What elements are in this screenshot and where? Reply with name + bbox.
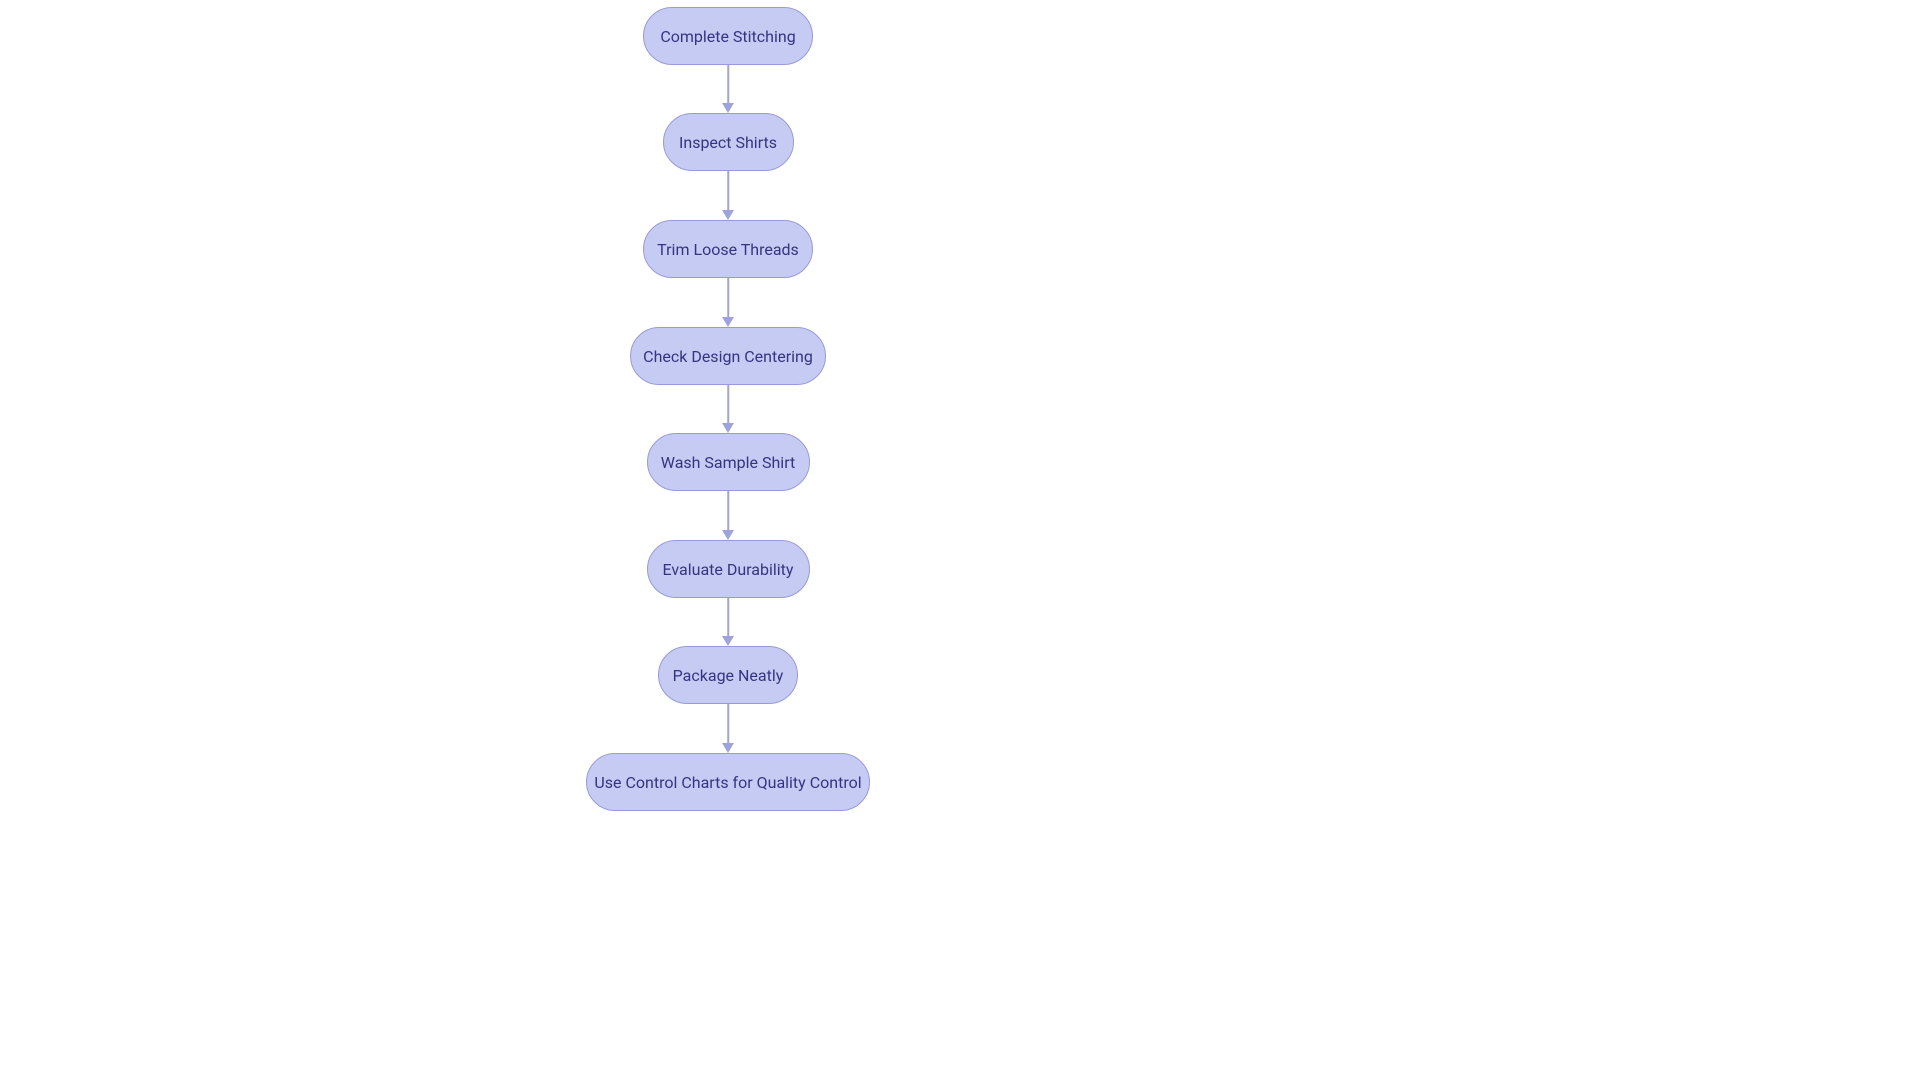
flowchart-node: Use Control Charts for Quality Control	[586, 753, 870, 811]
flowchart-container: Complete Stitching Inspect Shirts Trim Loo…	[0, 0, 1920, 1083]
flowchart-arrowhead	[722, 210, 734, 220]
flowchart-node-label: Evaluate Durability	[663, 560, 794, 579]
flowchart-node: Evaluate Durability	[647, 540, 810, 598]
flowchart-node: Inspect Shirts	[663, 113, 794, 171]
flowchart-arrowhead	[722, 530, 734, 540]
flowchart-edge	[727, 491, 729, 532]
flowchart-node-label: Trim Loose Threads	[657, 240, 799, 259]
flowchart-edge	[727, 278, 729, 319]
flowchart-edge	[727, 171, 729, 212]
flowchart-arrowhead	[722, 423, 734, 433]
flowchart-edge	[727, 65, 729, 105]
flowchart-node: Wash Sample Shirt	[647, 433, 810, 491]
flowchart-node-label: Check Design Centering	[643, 347, 813, 366]
flowchart-node: Complete Stitching	[643, 7, 813, 65]
flowchart-node: Check Design Centering	[630, 327, 826, 385]
flowchart-node-label: Inspect Shirts	[679, 133, 777, 152]
flowchart-node-label: Use Control Charts for Quality Control	[594, 773, 861, 792]
flowchart-node-label: Complete Stitching	[660, 27, 795, 46]
flowchart-node-label: Wash Sample Shirt	[661, 453, 796, 472]
flowchart-edge	[727, 385, 729, 425]
flowchart-arrowhead	[722, 103, 734, 113]
flowchart-node: Package Neatly	[658, 646, 798, 704]
flowchart-node: Trim Loose Threads	[643, 220, 813, 278]
flowchart-arrowhead	[722, 636, 734, 646]
flowchart-arrowhead	[722, 743, 734, 753]
flowchart-edge	[727, 598, 729, 638]
flowchart-arrowhead	[722, 317, 734, 327]
flowchart-node-label: Package Neatly	[673, 666, 784, 685]
flowchart-edge	[727, 704, 729, 745]
